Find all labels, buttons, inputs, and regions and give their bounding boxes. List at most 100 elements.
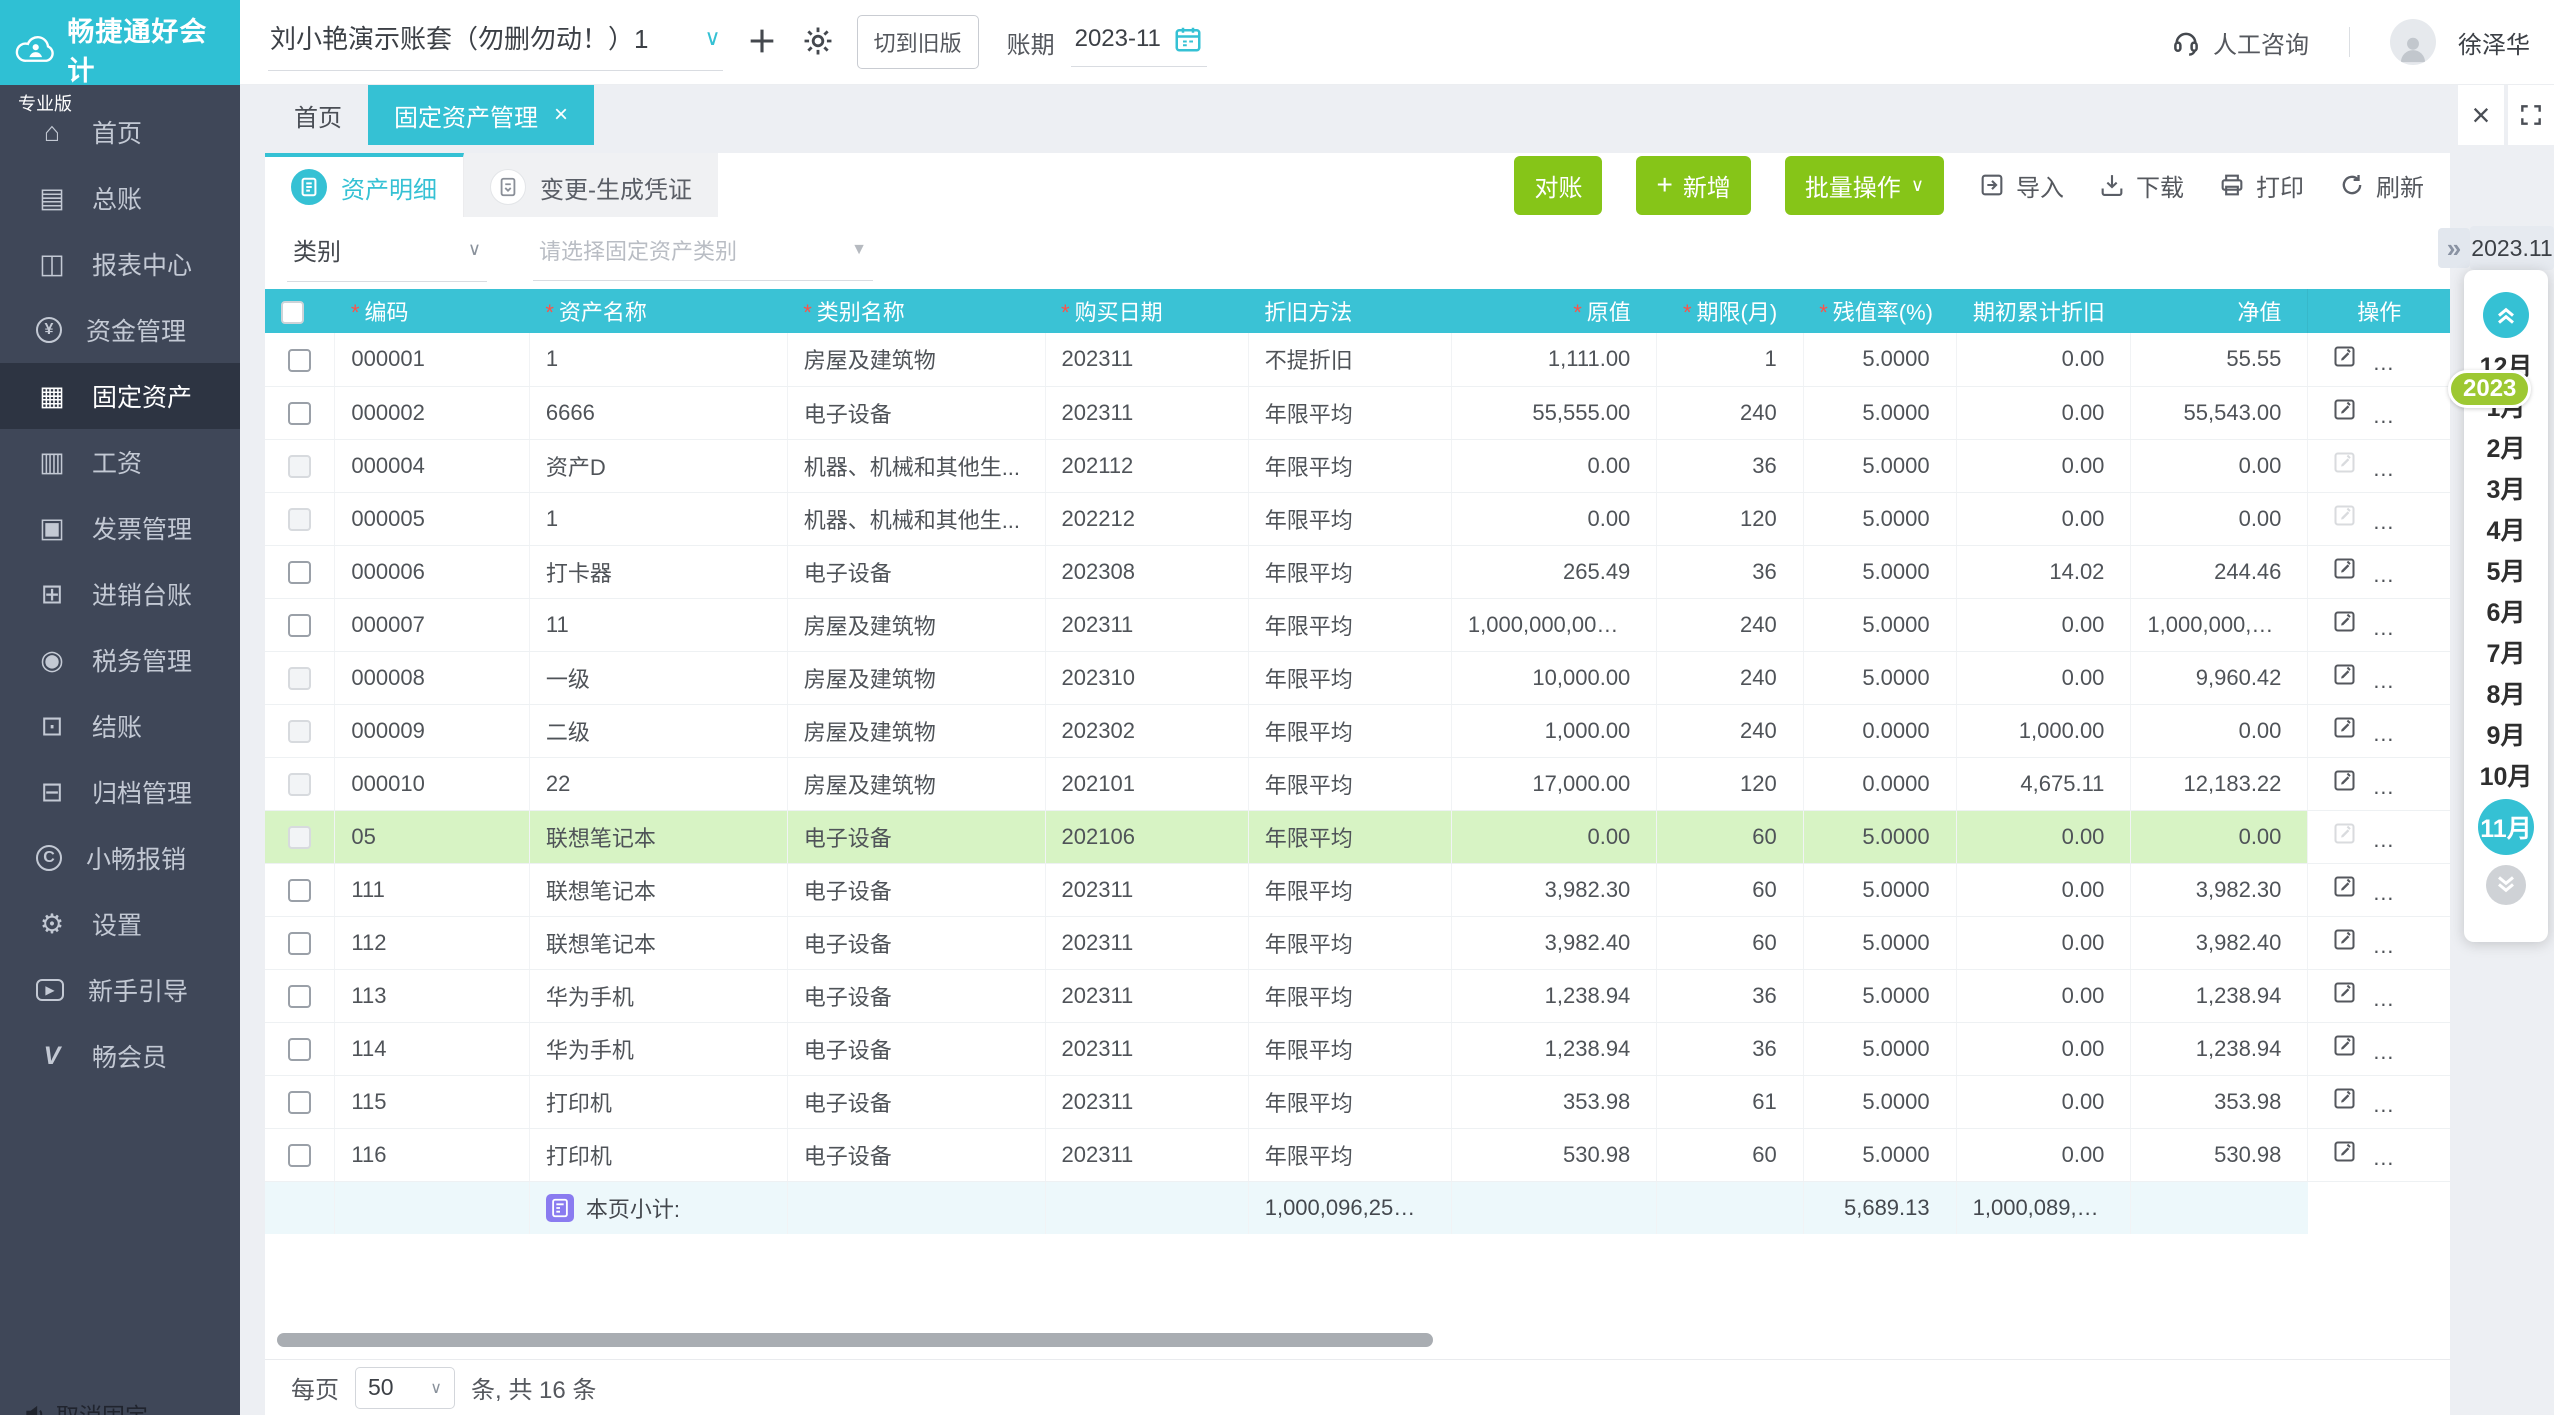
table-row[interactable]: 000006 打卡器 电子设备 202308 年限平均 265.49 36 5.0000 14.… — [265, 545, 2450, 599]
edit-icon[interactable] — [2331, 714, 2358, 741]
scrollbar-thumb[interactable] — [277, 1333, 1433, 1347]
sidebar-item-purchase-sales[interactable]: ⊞ 进销台账 — [0, 561, 240, 627]
table-row[interactable]: 000010 22 房屋及建筑物 202101 年限平均 17,000.00 120 0.00… — [265, 757, 2450, 811]
page-size-select[interactable]: 50 ∨ — [355, 1366, 455, 1409]
calendar-month[interactable]: 6月 — [2486, 598, 2526, 627]
edit-icon[interactable] — [2331, 873, 2358, 900]
table-row[interactable]: 000007 11 房屋及建筑物 202311 年限平均 1,000,000,000.00… — [265, 598, 2450, 652]
edit-icon[interactable] — [2331, 396, 2358, 423]
sidebar-item-settings[interactable]: ⚙ 设置 — [0, 891, 240, 957]
row-checkbox[interactable] — [288, 614, 312, 638]
table-row[interactable]: 113 华为手机 电子设备 202311 年限平均 1,238.94 36 5.0000 0.0… — [265, 969, 2450, 1023]
sidebar-item-general-ledger[interactable]: ▤ 总账 — [0, 165, 240, 231]
table-row[interactable]: 115 打印机 电子设备 202311 年限平均 353.98 61 5.0000 0.00 35… — [265, 1075, 2450, 1129]
edit-icon[interactable] — [2331, 1032, 2358, 1059]
sidebar-item-reimburse[interactable]: C 小畅报销 — [0, 825, 240, 891]
row-checkbox[interactable] — [288, 879, 312, 903]
sidebar-item-invoice[interactable]: ▣ 发票管理 — [0, 495, 240, 561]
table-row[interactable]: 114 华为手机 电子设备 202311 年限平均 1,238.94 36 5.0000 0.0… — [265, 1022, 2450, 1076]
add-account-button[interactable] — [745, 24, 779, 61]
calendar-collapse-handle[interactable]: » — [2438, 228, 2470, 268]
sidebar-item-salary[interactable]: ▥ 工资 — [0, 429, 240, 495]
table-row[interactable]: 116 打印机 电子设备 202311 年限平均 530.98 60 5.0000 0.00 53… — [265, 1128, 2450, 1182]
download-button[interactable]: 下载 — [2098, 168, 2184, 203]
calendar-month[interactable]: 9月 — [2486, 721, 2526, 750]
edit-icon[interactable] — [2331, 926, 2358, 953]
close-tab-icon[interactable]: × — [554, 101, 569, 128]
delete-icon[interactable] — [2372, 555, 2399, 582]
table-row[interactable]: 000001 1 房屋及建筑物 202311 不提折旧 1,111.00 1 5.0000 0.… — [265, 333, 2450, 387]
edit-icon[interactable] — [2331, 1138, 2358, 1165]
table-row[interactable]: 112 联想笔记本 电子设备 202311 年限平均 3,982.40 60 5.0000 0.… — [265, 916, 2450, 970]
print-button[interactable]: 打印 — [2218, 168, 2304, 203]
switch-old-version-button[interactable]: 切到旧版 — [856, 15, 979, 69]
delete-icon[interactable] — [2372, 608, 2399, 635]
delete-icon[interactable] — [2372, 1138, 2399, 1165]
row-checkbox[interactable] — [288, 402, 312, 426]
subtab-asset-detail[interactable]: 资产明细 — [265, 153, 464, 217]
table-row[interactable]: 000004 资产D 机器、机械和其他生... 202112 年限平均 0.00 36 5.0… — [265, 439, 2450, 493]
sidebar-item-home[interactable]: ⌂ 首页 — [0, 99, 240, 165]
select-all-checkbox[interactable] — [281, 300, 304, 324]
asset-category-select[interactable]: 请选择固定资产类别 ▼ — [533, 226, 873, 281]
row-checkbox[interactable] — [288, 932, 312, 956]
delete-icon[interactable] — [2372, 873, 2399, 900]
edit-icon[interactable] — [2331, 555, 2358, 582]
row-checkbox[interactable] — [288, 1144, 312, 1168]
scroll-months-down-button[interactable] — [2486, 865, 2526, 905]
refresh-button[interactable]: 刷新 — [2338, 168, 2424, 203]
calendar-month[interactable]: 2月 — [2486, 434, 2526, 463]
edit-icon[interactable] — [2331, 343, 2358, 370]
period-selector[interactable]: 2023-11 — [1070, 18, 1207, 67]
import-button[interactable]: 导入 — [1978, 168, 2064, 203]
delete-icon[interactable] — [2372, 1085, 2399, 1112]
row-checkbox[interactable] — [288, 1038, 312, 1062]
edit-icon[interactable] — [2331, 608, 2358, 635]
edit-icon[interactable] — [2331, 661, 2358, 688]
table-row[interactable]: 000009 二级 房屋及建筑物 202302 年限平均 1,000.00 240 0.000… — [265, 704, 2450, 758]
table-row[interactable]: 000005 1 机器、机械和其他生... 202212 年限平均 0.00 120 5.00… — [265, 492, 2450, 546]
calendar-month[interactable]: 11月 — [2478, 799, 2534, 855]
calendar-month[interactable]: 10月 — [2479, 762, 2533, 791]
fullscreen-button[interactable] — [2508, 85, 2554, 145]
tab-home[interactable]: 首页 — [268, 85, 368, 145]
delete-icon[interactable] — [2372, 1032, 2399, 1059]
edit-icon[interactable] — [2331, 979, 2358, 1006]
add-button[interactable]: + 新增 — [1636, 155, 1751, 215]
sidebar-item-funds[interactable]: ¥ 资金管理 — [0, 297, 240, 363]
reconcile-button[interactable]: 对账 — [1514, 155, 1603, 215]
sidebar-item-closing[interactable]: ⊡ 结账 — [0, 693, 240, 759]
calendar-month[interactable]: 8月 — [2486, 680, 2526, 709]
calendar-month[interactable]: 3月 — [2486, 475, 2526, 504]
delete-icon[interactable] — [2372, 396, 2399, 423]
row-checkbox[interactable] — [288, 348, 312, 372]
sidebar-item-fixed-assets[interactable]: ▦ 固定资产 — [0, 363, 240, 429]
table-row[interactable]: 000008 一级 房屋及建筑物 202310 年限平均 10,000.00 240 5.00… — [265, 651, 2450, 705]
sidebar-item-tax[interactable]: ◉ 税务管理 — [0, 627, 240, 693]
row-checkbox[interactable] — [288, 985, 312, 1009]
sidebar-item-guide[interactable]: ▶ 新手引导 — [0, 957, 240, 1023]
table-row[interactable]: 05 联想笔记本 电子设备 202106 年限平均 0.00 60 5.0000 0.00 0.0… — [265, 810, 2450, 864]
delete-icon[interactable] — [2372, 926, 2399, 953]
filter-field-select[interactable]: 类别 ∨ — [287, 224, 487, 282]
support-link[interactable]: 人工咨询 — [2171, 25, 2309, 60]
sidebar-item-report-center[interactable]: ◫ 报表中心 — [0, 231, 240, 297]
sidebar-item-member[interactable]: V 畅会员 — [0, 1023, 240, 1089]
edit-icon[interactable] — [2331, 1085, 2358, 1112]
tab-fixed-asset-management[interactable]: 固定资产管理 × — [368, 85, 595, 145]
avatar[interactable] — [2390, 19, 2436, 65]
row-checkbox[interactable] — [288, 561, 312, 585]
calendar-month[interactable]: 4月 — [2486, 516, 2526, 545]
delete-icon[interactable] — [2372, 343, 2399, 370]
subtab-change-voucher[interactable]: 变更-生成凭证 — [464, 153, 718, 217]
table-row[interactable]: 111 联想笔记本 电子设备 202311 年限平均 3,982.30 60 5.0000 0.… — [265, 863, 2450, 917]
table-row[interactable]: 000002 6666 电子设备 202311 年限平均 55,555.00 240 5.00… — [265, 386, 2450, 440]
calendar-month[interactable]: 5月 — [2486, 557, 2526, 586]
delete-icon[interactable] — [2372, 979, 2399, 1006]
batch-actions-button[interactable]: 批量操作 ∨ — [1784, 155, 1944, 215]
close-page-button[interactable]: × — [2458, 85, 2504, 145]
account-settings-button[interactable] — [801, 24, 835, 61]
row-checkbox[interactable] — [288, 1091, 312, 1115]
sidebar-announcement[interactable]: 取消固定 — [22, 1397, 148, 1415]
account-selector[interactable]: 刘小艳演示账套（勿删勿动！）1 ∨ — [268, 13, 723, 71]
